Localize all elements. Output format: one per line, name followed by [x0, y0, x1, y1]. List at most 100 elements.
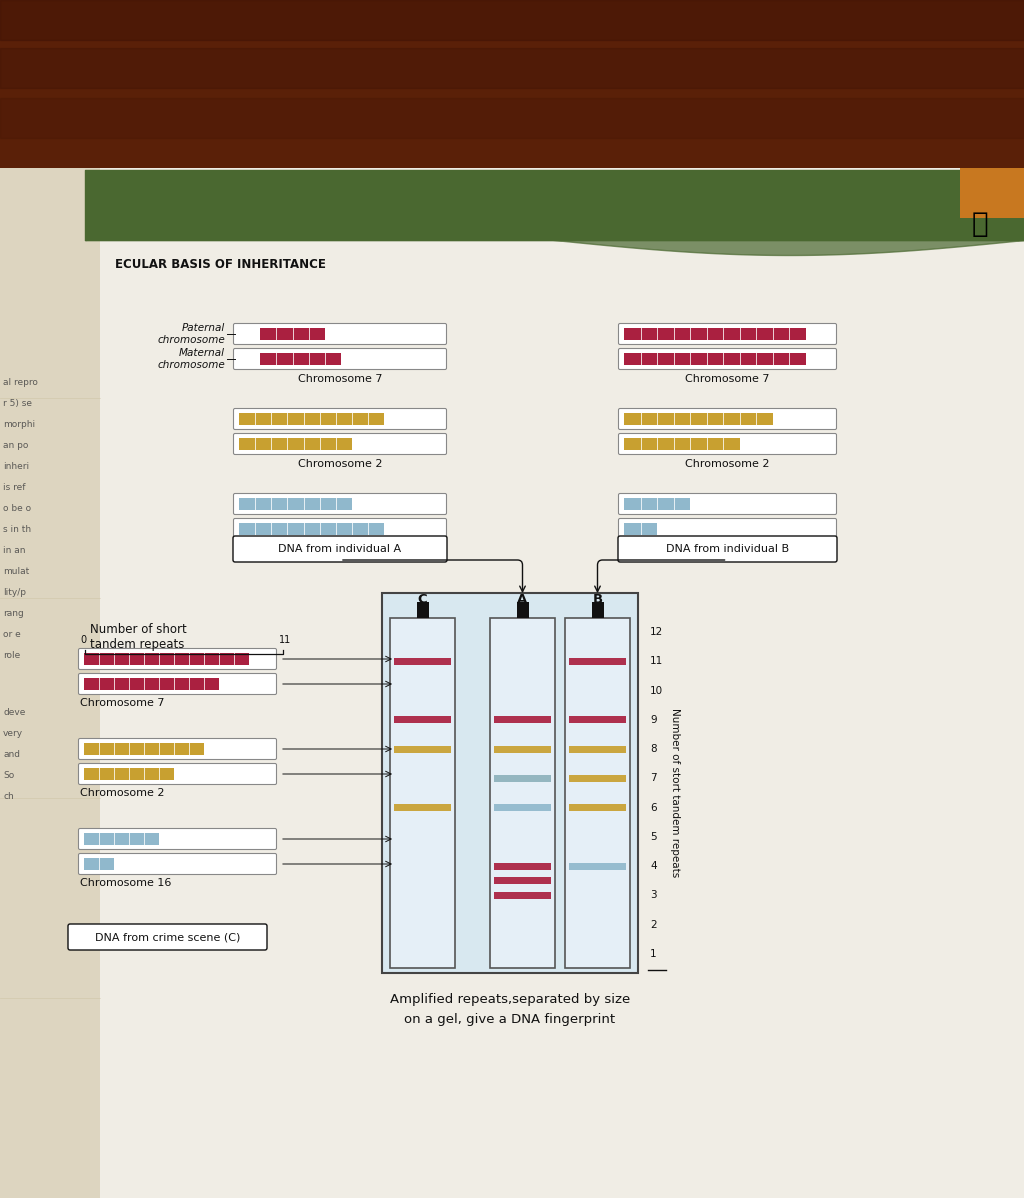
- Bar: [394, 716, 451, 724]
- Text: Chromosome 7: Chromosome 7: [685, 374, 770, 385]
- FancyBboxPatch shape: [233, 323, 446, 345]
- Bar: [239, 522, 384, 536]
- FancyBboxPatch shape: [618, 409, 837, 430]
- FancyBboxPatch shape: [233, 519, 446, 539]
- Text: Chromosome 2: Chromosome 2: [80, 788, 165, 798]
- Text: 11: 11: [650, 657, 664, 666]
- Text: 3: 3: [650, 890, 656, 901]
- Text: ECULAR BASIS OF INHERITANCE: ECULAR BASIS OF INHERITANCE: [115, 258, 326, 271]
- Text: Number of stort tandem repeats: Number of stort tandem repeats: [670, 708, 680, 878]
- Text: 12: 12: [650, 627, 664, 637]
- Text: or e: or e: [3, 630, 20, 639]
- Text: o be o: o be o: [3, 504, 31, 513]
- Bar: [624, 497, 690, 510]
- Bar: [84, 743, 204, 756]
- Bar: [417, 603, 428, 618]
- Bar: [494, 775, 551, 782]
- Text: rang: rang: [3, 609, 24, 618]
- Bar: [494, 893, 551, 898]
- Text: r 5) se: r 5) se: [3, 399, 32, 409]
- Bar: [494, 863, 551, 870]
- Text: Paternal
chromosome: Paternal chromosome: [158, 323, 225, 345]
- Text: Chromosome 16: Chromosome 16: [80, 878, 171, 888]
- Text: 1: 1: [650, 949, 656, 960]
- Bar: [494, 804, 551, 811]
- Bar: [624, 437, 739, 450]
- Text: 7: 7: [650, 774, 656, 783]
- Bar: [494, 716, 551, 724]
- Text: 🏃: 🏃: [972, 210, 988, 238]
- Bar: [84, 678, 219, 690]
- Bar: [84, 833, 159, 846]
- FancyBboxPatch shape: [233, 409, 446, 430]
- Text: Chromosome 7: Chromosome 7: [298, 374, 382, 385]
- Text: 4: 4: [650, 861, 656, 871]
- FancyBboxPatch shape: [233, 349, 446, 369]
- Text: 10: 10: [650, 685, 664, 696]
- Text: mulat: mulat: [3, 567, 30, 576]
- Text: tandem repeats: tandem repeats: [90, 639, 184, 651]
- Text: So: So: [3, 772, 14, 780]
- Text: s in th: s in th: [3, 525, 31, 534]
- Bar: [260, 352, 341, 365]
- Text: role: role: [3, 651, 20, 660]
- Bar: [84, 653, 249, 665]
- Text: 8: 8: [650, 744, 656, 754]
- Text: morphi: morphi: [3, 420, 35, 429]
- Bar: [84, 858, 114, 871]
- Bar: [569, 658, 626, 665]
- Text: DNA from individual B: DNA from individual B: [666, 544, 790, 553]
- FancyBboxPatch shape: [79, 673, 276, 695]
- FancyBboxPatch shape: [618, 536, 837, 562]
- Text: and: and: [3, 750, 20, 760]
- Bar: [569, 775, 626, 782]
- Text: 2: 2: [650, 920, 656, 930]
- Text: on a gel, give a DNA fingerprint: on a gel, give a DNA fingerprint: [404, 1014, 615, 1025]
- Text: B: B: [593, 593, 602, 606]
- Text: Maternal
chromosome: Maternal chromosome: [158, 349, 225, 370]
- FancyBboxPatch shape: [618, 349, 837, 369]
- Text: DNA from individual A: DNA from individual A: [279, 544, 401, 553]
- Bar: [390, 618, 455, 968]
- Bar: [239, 437, 352, 450]
- Bar: [494, 775, 551, 782]
- FancyBboxPatch shape: [79, 648, 276, 670]
- Text: 11: 11: [279, 635, 291, 645]
- Bar: [569, 745, 626, 752]
- Bar: [394, 658, 451, 665]
- Text: an po: an po: [3, 441, 29, 450]
- FancyBboxPatch shape: [79, 763, 276, 785]
- Bar: [239, 412, 384, 425]
- Polygon shape: [0, 168, 100, 1198]
- Bar: [624, 352, 806, 365]
- Bar: [394, 745, 451, 752]
- Text: deve: deve: [3, 708, 26, 716]
- Text: in an: in an: [3, 546, 26, 555]
- Bar: [490, 618, 555, 968]
- Bar: [516, 603, 528, 618]
- FancyBboxPatch shape: [618, 519, 837, 539]
- Text: al repro: al repro: [3, 379, 38, 387]
- Text: ch: ch: [3, 792, 13, 801]
- Bar: [260, 327, 325, 340]
- Text: Amplified repeats,separated by size: Amplified repeats,separated by size: [390, 993, 630, 1006]
- Text: is ref: is ref: [3, 483, 26, 492]
- Bar: [494, 745, 551, 752]
- FancyBboxPatch shape: [233, 536, 447, 562]
- Text: Number of short: Number of short: [90, 623, 186, 636]
- Bar: [569, 863, 626, 870]
- FancyBboxPatch shape: [618, 323, 837, 345]
- Bar: [239, 497, 352, 510]
- Text: inheri: inheri: [3, 462, 29, 471]
- FancyBboxPatch shape: [79, 853, 276, 875]
- Text: Chromosome 7: Chromosome 7: [80, 698, 165, 708]
- Bar: [624, 327, 806, 340]
- Bar: [624, 412, 773, 425]
- Bar: [494, 877, 551, 884]
- FancyBboxPatch shape: [233, 434, 446, 454]
- Text: Chromosome 2: Chromosome 2: [298, 459, 382, 468]
- Text: A: A: [517, 593, 527, 606]
- FancyBboxPatch shape: [618, 494, 837, 514]
- Bar: [565, 618, 630, 968]
- Text: 5: 5: [650, 831, 656, 842]
